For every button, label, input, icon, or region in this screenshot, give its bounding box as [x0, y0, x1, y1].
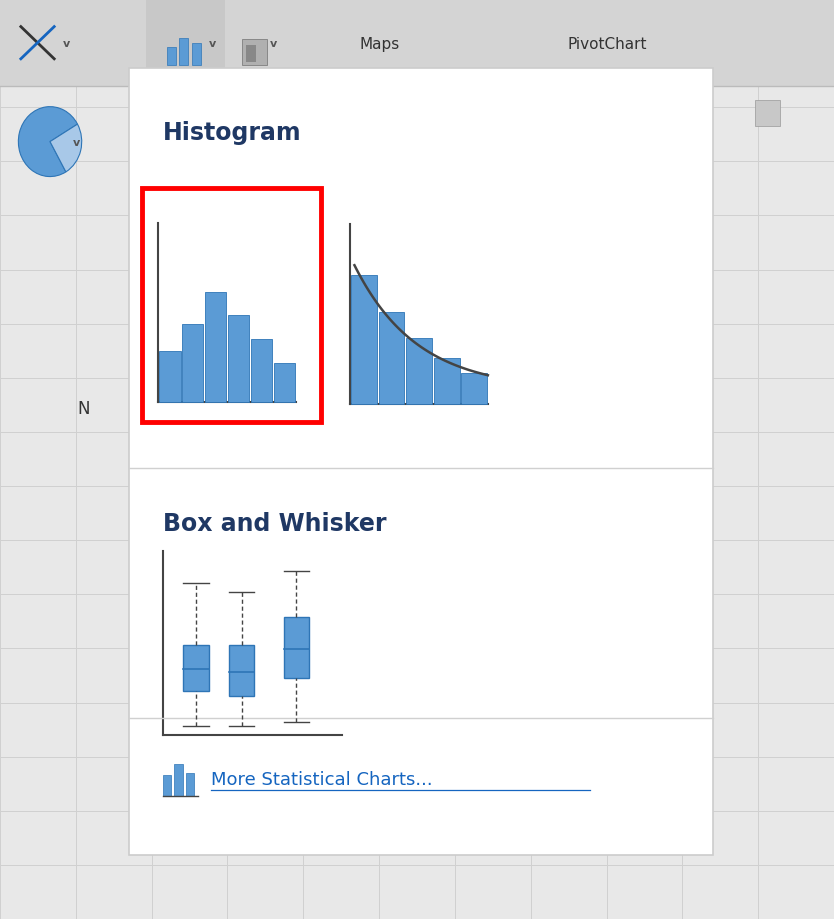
- Bar: [179, 39, 188, 66]
- Bar: [274, 364, 295, 403]
- Bar: [434, 358, 460, 404]
- Bar: [159, 352, 180, 403]
- Text: N: N: [78, 400, 89, 418]
- Wedge shape: [18, 108, 78, 177]
- Text: More Statistical Charts...: More Statistical Charts...: [211, 770, 433, 789]
- Text: Box and Whisker: Box and Whisker: [163, 512, 386, 536]
- Text: v: v: [63, 40, 70, 49]
- Bar: [461, 374, 487, 404]
- Bar: [379, 312, 404, 404]
- Bar: [284, 618, 309, 678]
- Bar: [146, 0, 225, 87]
- Bar: [229, 645, 254, 697]
- Text: Maps: Maps: [359, 37, 399, 51]
- Bar: [228, 315, 249, 403]
- Bar: [174, 765, 183, 796]
- Bar: [406, 338, 432, 404]
- Bar: [205, 292, 226, 403]
- Bar: [142, 188, 321, 423]
- Text: Histogram: Histogram: [163, 121, 301, 145]
- Text: v: v: [209, 40, 216, 49]
- Bar: [186, 773, 194, 796]
- Bar: [183, 645, 208, 691]
- Text: v: v: [73, 138, 80, 147]
- Bar: [242, 40, 267, 66]
- Text: PivotChart: PivotChart: [567, 37, 646, 51]
- Bar: [163, 776, 171, 796]
- Bar: [351, 276, 377, 404]
- Bar: [246, 46, 256, 62]
- Bar: [167, 48, 176, 66]
- Bar: [251, 340, 272, 403]
- Bar: [755, 101, 780, 127]
- Bar: [192, 44, 201, 66]
- Bar: [182, 324, 203, 403]
- Bar: [129, 69, 713, 855]
- Wedge shape: [50, 125, 82, 173]
- Bar: [0, 0, 834, 87]
- Text: v: v: [270, 40, 277, 49]
